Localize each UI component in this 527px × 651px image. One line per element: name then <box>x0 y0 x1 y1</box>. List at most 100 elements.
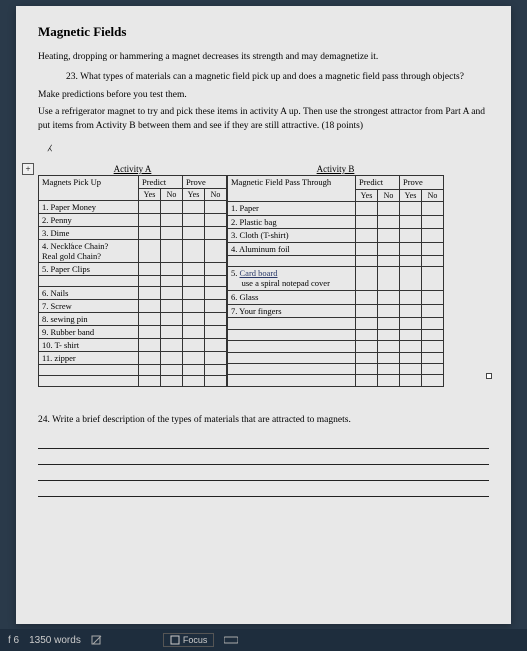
prove-header-a: Prove <box>183 175 227 188</box>
word-count[interactable]: 1350 words <box>29 635 81 646</box>
check-cell[interactable] <box>183 286 205 299</box>
table-move-handle[interactable]: + <box>22 163 34 175</box>
check-cell[interactable] <box>422 229 444 243</box>
item-cell: 6. Nails <box>39 286 139 299</box>
check-cell[interactable] <box>183 226 205 239</box>
check-cell[interactable] <box>205 226 227 239</box>
check-cell[interactable] <box>205 286 227 299</box>
check-cell[interactable] <box>205 351 227 364</box>
check-cell[interactable] <box>400 267 422 291</box>
check-cell[interactable] <box>139 200 161 213</box>
check-cell[interactable] <box>161 286 183 299</box>
answer-line[interactable] <box>38 467 489 481</box>
answer-line[interactable] <box>38 483 489 497</box>
table-row: 11. zipper <box>39 351 227 364</box>
check-cell[interactable] <box>139 239 161 262</box>
table-resize-handle[interactable] <box>486 373 492 379</box>
check-cell[interactable] <box>183 213 205 226</box>
check-cell[interactable] <box>161 299 183 312</box>
check-cell[interactable] <box>139 299 161 312</box>
check-cell[interactable] <box>422 267 444 291</box>
predict-instruction: Make predictions before you test them. <box>38 90 489 100</box>
check-cell[interactable] <box>183 338 205 351</box>
check-cell[interactable] <box>205 312 227 325</box>
check-cell[interactable] <box>139 338 161 351</box>
check-cell[interactable] <box>161 262 183 275</box>
check-cell[interactable] <box>205 262 227 275</box>
check-cell[interactable] <box>139 226 161 239</box>
document-page: Magnetic Fields Heating, dropping or ham… <box>16 6 511 624</box>
check-cell[interactable] <box>378 202 400 216</box>
table-row: 3. Cloth (T-shirt) <box>228 229 444 243</box>
item-cell: 10. T- shirt <box>39 338 139 351</box>
focus-button[interactable]: Focus <box>163 633 215 647</box>
check-cell[interactable] <box>183 325 205 338</box>
check-cell[interactable] <box>205 338 227 351</box>
q23-number: 23. <box>66 72 78 82</box>
check-cell[interactable] <box>422 291 444 305</box>
use-instruction: Use a refrigerator magnet to try and pic… <box>38 106 489 133</box>
answer-line[interactable] <box>38 451 489 465</box>
check-cell[interactable] <box>378 242 400 256</box>
check-cell[interactable] <box>356 229 378 243</box>
check-cell[interactable] <box>400 291 422 305</box>
check-cell[interactable] <box>139 312 161 325</box>
table-row: 3. Dime <box>39 226 227 239</box>
check-cell[interactable] <box>378 291 400 305</box>
check-cell[interactable] <box>139 262 161 275</box>
check-cell[interactable] <box>161 239 183 262</box>
check-cell[interactable] <box>422 202 444 216</box>
page-indicator[interactable]: f 6 <box>8 635 19 646</box>
check-cell[interactable] <box>422 242 444 256</box>
check-cell[interactable] <box>422 215 444 229</box>
check-cell[interactable] <box>205 213 227 226</box>
check-cell[interactable] <box>400 202 422 216</box>
check-cell[interactable] <box>183 239 205 262</box>
check-cell[interactable] <box>139 351 161 364</box>
check-cell[interactable] <box>161 338 183 351</box>
table-row: 5. Card board use a spiral notepad cover <box>228 267 444 291</box>
check-cell[interactable] <box>400 229 422 243</box>
check-cell[interactable] <box>356 202 378 216</box>
check-cell[interactable] <box>400 304 422 318</box>
check-cell[interactable] <box>139 213 161 226</box>
item-cell: 5. Card board use a spiral notepad cover <box>228 267 356 291</box>
check-cell[interactable] <box>378 304 400 318</box>
item-cell: 2. Penny <box>39 213 139 226</box>
check-cell[interactable] <box>400 215 422 229</box>
check-cell[interactable] <box>161 213 183 226</box>
check-cell[interactable] <box>161 351 183 364</box>
check-cell[interactable] <box>356 242 378 256</box>
check-cell[interactable] <box>356 304 378 318</box>
cardboard-link[interactable]: Card board <box>240 268 278 278</box>
check-cell[interactable] <box>378 229 400 243</box>
check-cell[interactable] <box>205 239 227 262</box>
check-cell[interactable] <box>356 291 378 305</box>
check-cell[interactable] <box>183 262 205 275</box>
check-cell[interactable] <box>205 299 227 312</box>
check-cell[interactable] <box>183 200 205 213</box>
check-cell[interactable] <box>378 215 400 229</box>
check-cell[interactable] <box>400 242 422 256</box>
yes-label: Yes <box>356 189 378 201</box>
answer-line[interactable] <box>38 435 489 449</box>
check-cell[interactable] <box>205 325 227 338</box>
check-cell[interactable] <box>139 325 161 338</box>
item-cell: 5. Paper Clips <box>39 262 139 275</box>
check-cell[interactable] <box>161 312 183 325</box>
check-cell[interactable] <box>205 200 227 213</box>
check-cell[interactable] <box>161 226 183 239</box>
check-cell[interactable] <box>422 304 444 318</box>
proofing-icon[interactable] <box>91 634 103 646</box>
check-cell[interactable] <box>183 351 205 364</box>
check-cell[interactable] <box>183 312 205 325</box>
view-icon[interactable] <box>224 635 238 645</box>
table-row: 6. Nails <box>39 286 227 299</box>
check-cell[interactable] <box>161 200 183 213</box>
check-cell[interactable] <box>378 267 400 291</box>
check-cell[interactable] <box>183 299 205 312</box>
check-cell[interactable] <box>356 267 378 291</box>
check-cell[interactable] <box>139 286 161 299</box>
check-cell[interactable] <box>356 215 378 229</box>
check-cell[interactable] <box>161 325 183 338</box>
